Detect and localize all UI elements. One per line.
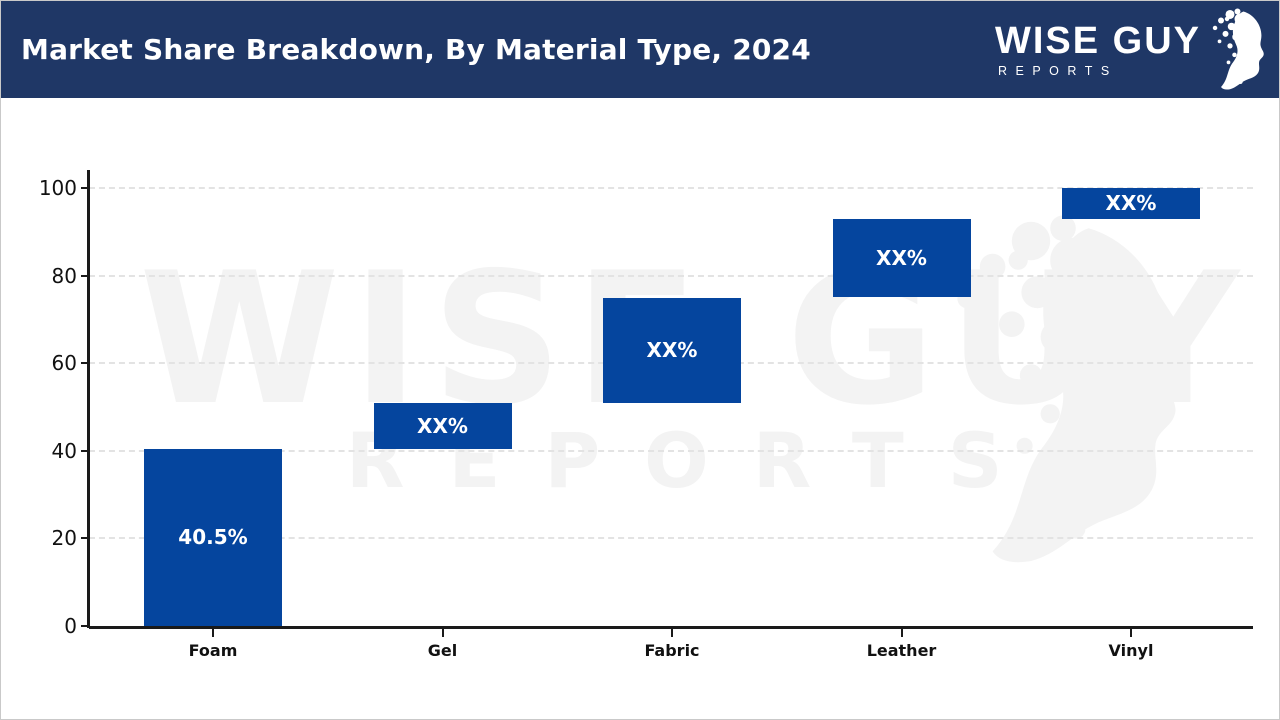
bar-label-leather: XX% xyxy=(876,246,927,271)
y-tick-60 xyxy=(81,362,89,365)
y-tick-0 xyxy=(81,625,89,627)
x-tick-vinyl xyxy=(1130,628,1132,637)
x-axis-label-vinyl: Vinyl xyxy=(1108,641,1154,660)
x-tick-foam xyxy=(212,628,214,637)
x-axis-label-leather: Leather xyxy=(866,641,937,660)
bar-leather: XX% xyxy=(832,218,971,298)
y-axis-label-0: 0 xyxy=(64,614,77,638)
x-tick-leather xyxy=(900,628,903,637)
y-axis-label-60: 60 xyxy=(51,351,77,376)
gridline-100 xyxy=(89,187,1253,189)
y-tick-20 xyxy=(81,537,89,540)
x-tick-fabric xyxy=(671,628,673,637)
watermark-face-icon xyxy=(957,215,1176,563)
gridline-80 xyxy=(89,274,1253,277)
bar-label-foam: 40.5% xyxy=(178,525,248,550)
bar-vinyl: XX% xyxy=(1062,188,1200,219)
header: Market Share Breakdown, By Material Type… xyxy=(1,1,1279,98)
bar-label-gel: XX% xyxy=(417,413,468,438)
x-axis-line xyxy=(89,626,1253,629)
x-axis-label-foam: Foam xyxy=(188,641,238,660)
brand-logo: WISE GUY REPORTS xyxy=(995,7,1269,93)
x-axis-label-fabric: Fabric xyxy=(644,641,700,660)
y-axis-label-80: 80 xyxy=(51,263,77,288)
gridline-40 xyxy=(89,449,1253,452)
x-tick-gel xyxy=(441,628,444,637)
y-axis-label-100: 100 xyxy=(38,176,77,200)
chart-title: Market Share Breakdown, By Material Type… xyxy=(21,33,811,66)
logo-wordmark: WISE GUY REPORTS xyxy=(995,22,1201,78)
y-axis-line xyxy=(87,170,90,628)
gridline-20 xyxy=(89,537,1253,540)
y-axis-label-40: 40 xyxy=(51,438,77,463)
bar-fabric: XX% xyxy=(603,297,741,403)
y-tick-40 xyxy=(81,449,89,452)
logo-wordmark-text: WISE GUY xyxy=(994,20,1201,62)
face-logo-icon xyxy=(1212,8,1264,90)
bar-label-vinyl: XX% xyxy=(1105,191,1157,216)
y-tick-100 xyxy=(81,187,89,189)
y-axis-label-20: 20 xyxy=(51,526,77,551)
bar-gel: XX% xyxy=(373,402,512,449)
bar-label-fabric: XX% xyxy=(646,338,698,363)
bar-foam: 40.5% xyxy=(144,448,282,626)
x-axis-label-gel: Gel xyxy=(427,641,458,660)
y-tick-80 xyxy=(81,274,89,277)
logo-subtext: REPORTS xyxy=(997,64,1118,78)
